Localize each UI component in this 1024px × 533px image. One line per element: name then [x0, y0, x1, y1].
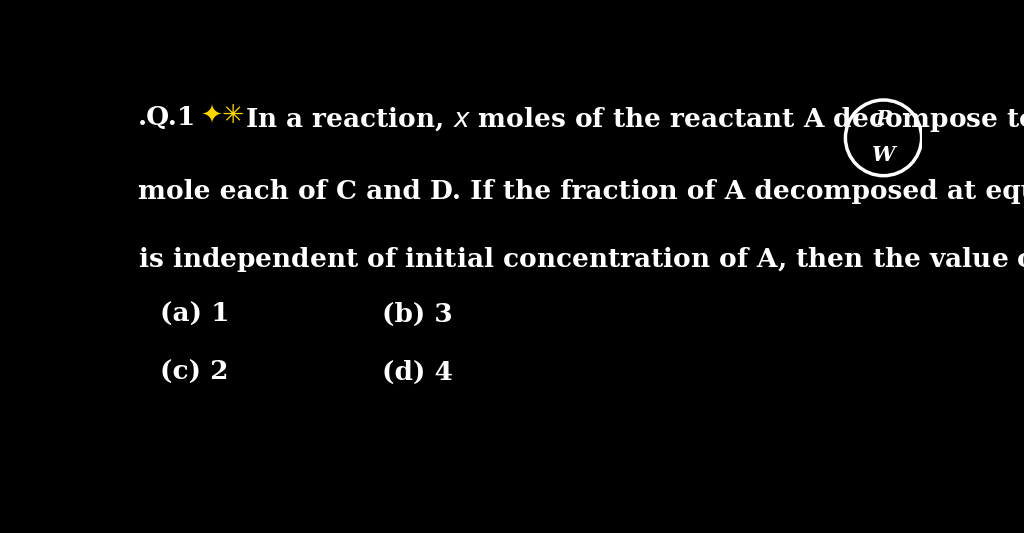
- Text: (d) 4: (d) 4: [382, 359, 453, 384]
- Text: is independent of initial concentration of A, then the value of $x$ is: is independent of initial concentration …: [137, 245, 1024, 273]
- Text: ✦✳: ✦✳: [201, 103, 246, 129]
- Text: (b) 3: (b) 3: [382, 302, 453, 327]
- Text: P: P: [876, 109, 891, 129]
- Text: .Q.1: .Q.1: [137, 105, 196, 130]
- Text: (c) 2: (c) 2: [160, 359, 228, 384]
- Text: mole each of C and D. If the fraction of A decomposed at equilibrium: mole each of C and D. If the fraction of…: [137, 179, 1024, 204]
- Text: W: W: [871, 145, 895, 165]
- Text: In a reaction, $x$ moles of the reactant A decompose to give 1: In a reaction, $x$ moles of the reactant…: [246, 105, 1024, 134]
- Text: (a) 1: (a) 1: [160, 302, 229, 327]
